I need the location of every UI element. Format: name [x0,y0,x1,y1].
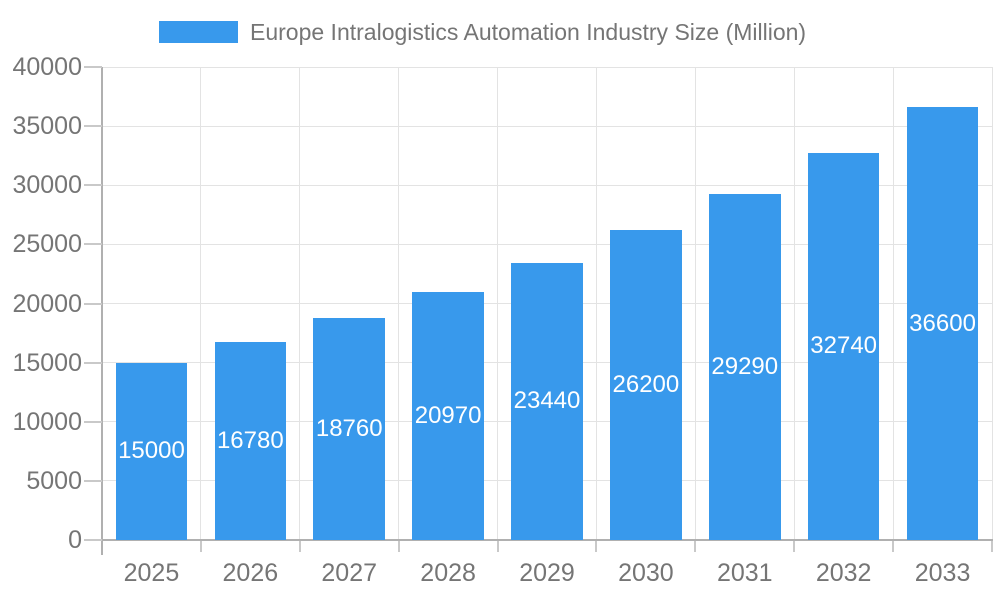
y-axis-tick [84,479,102,482]
bar[interactable] [313,318,386,540]
x-axis-tick [397,541,400,552]
y-axis-tick [84,420,102,423]
y-axis-label: 40000 [12,53,82,81]
x-axis-label: 2032 [815,559,872,587]
x-axis-label: 2030 [618,559,674,587]
bar[interactable] [412,292,484,540]
y-axis-line [101,67,103,555]
y-axis-label: 15000 [12,348,82,377]
gridline-vertical [398,67,400,540]
bar[interactable] [511,262,583,540]
x-axis-tick [298,541,301,552]
bar[interactable] [115,362,188,540]
x-axis-label: 2026 [222,559,279,587]
gridline-horizontal [102,66,992,68]
y-axis-tick [84,184,102,187]
x-axis-label: 2031 [716,559,773,587]
y-axis-tick [84,361,102,364]
legend-swatch-icon [159,21,238,43]
x-axis-label: 2027 [321,559,378,587]
x-axis-tick [496,541,499,552]
x-axis-tick [595,541,598,552]
x-axis-line [84,539,993,541]
y-axis-label: 0 [68,526,82,554]
y-axis-tick [84,302,102,305]
x-axis-label: 2029 [519,559,575,587]
y-axis-label: 20000 [12,289,82,318]
gridline-horizontal [102,243,992,245]
x-axis-tick [892,541,895,552]
bar[interactable] [214,341,287,540]
gridline-vertical [991,67,993,540]
chart-title: Europe Intralogistics Automation Industr… [250,18,807,45]
bar[interactable] [708,193,781,540]
x-axis-tick [793,541,796,552]
y-axis-tick [84,66,102,68]
x-axis-label: 2033 [914,559,971,587]
bar[interactable] [610,230,682,540]
gridline-vertical [595,67,597,540]
gridline-horizontal [102,184,992,186]
y-axis-label: 10000 [12,407,82,436]
gridline-vertical [299,67,301,540]
x-axis-label: 2025 [123,559,180,587]
gridline-vertical [694,67,696,540]
x-axis-tick [199,541,202,552]
bar[interactable] [807,152,880,540]
y-axis-tick [84,539,102,541]
y-axis-label: 5000 [26,466,82,495]
y-axis-label: 30000 [12,171,82,200]
gridline-vertical [497,67,499,540]
gridline-vertical [793,67,795,540]
x-axis-tick [694,541,697,552]
y-axis-label: 25000 [12,230,82,259]
gridline-vertical [892,67,894,540]
gridline-vertical [200,67,202,540]
gridline-horizontal [102,125,992,127]
x-axis-label: 2028 [420,559,476,587]
bar[interactable] [906,107,979,540]
x-axis-tick [991,541,993,552]
y-axis-label: 35000 [12,112,82,141]
y-axis-tick [84,243,102,246]
legend-item[interactable]: Europe Intralogistics Automation Industr… [159,19,806,45]
y-axis-tick [84,125,102,128]
